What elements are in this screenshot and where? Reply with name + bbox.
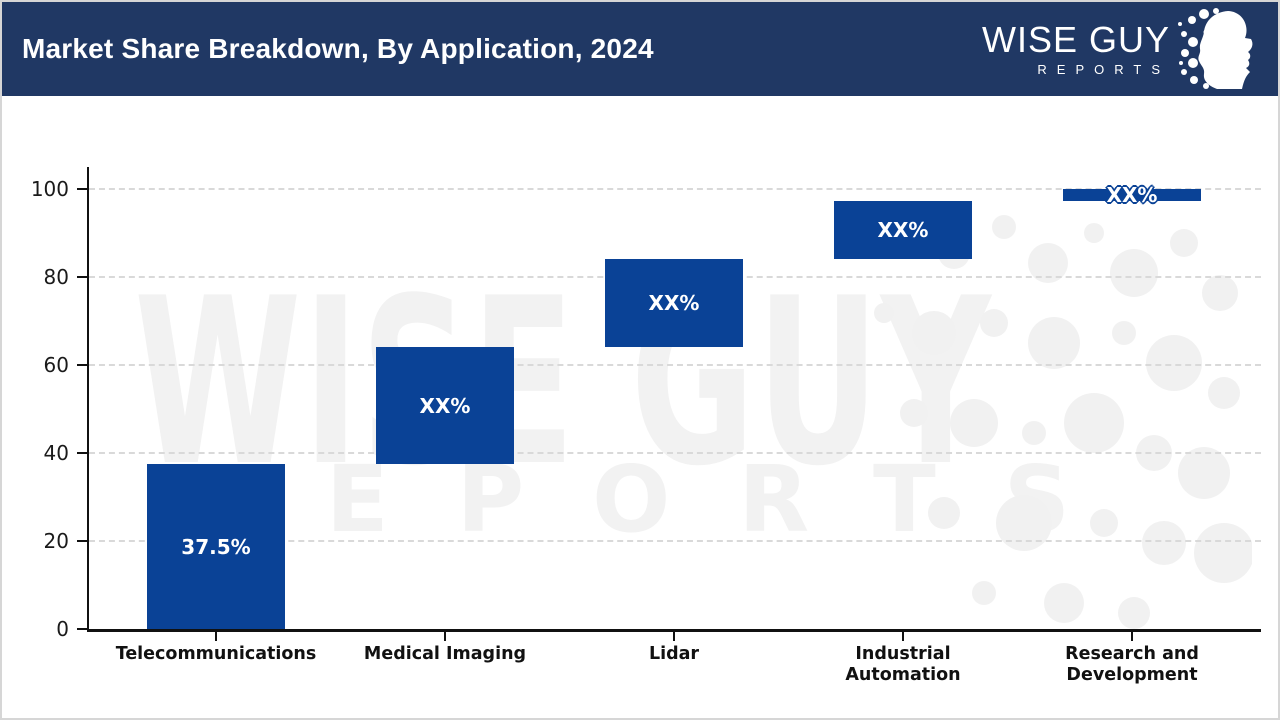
bar-value-label-lidar: XX% (648, 291, 700, 316)
y-tick-label-40: 40 (43, 441, 69, 465)
x-tick-medical-imaging (444, 632, 446, 641)
gridline-20 (89, 540, 1261, 542)
brand-logo-text: WISE GUY REPORTS (981, 18, 1170, 77)
y-tick-label-0: 0 (56, 617, 69, 641)
brand-name: WISE GUY (981, 18, 1170, 60)
bar-value-label-medical-imaging: XX% (419, 393, 471, 418)
bar-value-label-industrial-automation: XX% (877, 218, 929, 243)
y-tick-0 (77, 628, 87, 630)
brand-logo: WISE GUY REPORTS (982, 8, 1264, 90)
bar-medical-imaging (376, 347, 514, 464)
bar-value-label-telecommunications: 37.5% (181, 534, 251, 559)
y-tick-100 (77, 188, 87, 190)
brand-subtitle: REPORTS (1037, 61, 1170, 77)
chart: WISE GUY REPORTS 0 20 40 60 80 100 37.5% XX% XX%… (2, 96, 1278, 718)
x-tick-telecommunications (215, 632, 217, 641)
y-tick-label-80: 80 (43, 265, 69, 289)
y-tick-label-100: 100 (30, 177, 69, 201)
x-category-label-medical-imaging: Medical Imaging (363, 644, 527, 664)
y-tick-20 (77, 540, 87, 542)
gridline-100 (89, 188, 1261, 190)
x-tick-industrial-automation (902, 632, 904, 641)
page-title: Market Share Breakdown, By Application, … (22, 33, 654, 64)
dotted-face-icon (1178, 8, 1253, 89)
bar-lidar (605, 259, 743, 348)
y-tick-label-20: 20 (43, 529, 69, 553)
x-category-label-industrial-automation: Industrial Automation (845, 644, 961, 685)
y-tick-60 (77, 364, 87, 366)
x-category-label-telecommunications: Telecommunications (115, 644, 317, 664)
y-tick-40 (77, 452, 87, 454)
watermark-dots (850, 210, 1252, 629)
x-category-label-lidar: Lidar (648, 644, 700, 664)
bar-telecommunications (147, 464, 285, 629)
x-category-label-research-and-development: Research and Development (1065, 644, 1199, 685)
bar-industrial-automation (834, 200, 972, 260)
bar-value-label-research-and-development: XX% (1106, 182, 1158, 207)
bar-research-and-development (1063, 189, 1201, 201)
watermark-text-secondary: REPORTS (187, 446, 1139, 553)
gridline-40 (89, 452, 1261, 454)
plot-area: 0 20 40 60 80 100 37.5% XX% XX% XX% XX% Telecommuni… (31, 167, 1261, 685)
x-tick-lidar (673, 632, 675, 641)
x-tick-research-and-development (1131, 632, 1133, 641)
header-bar: Market Share Breakdown, By Application, … (2, 2, 1278, 96)
y-tick-label-60: 60 (43, 353, 69, 377)
y-tick-80 (77, 276, 87, 278)
watermark-text-primary: WISE GUY (134, 250, 993, 517)
gridline-60 (89, 364, 1261, 366)
